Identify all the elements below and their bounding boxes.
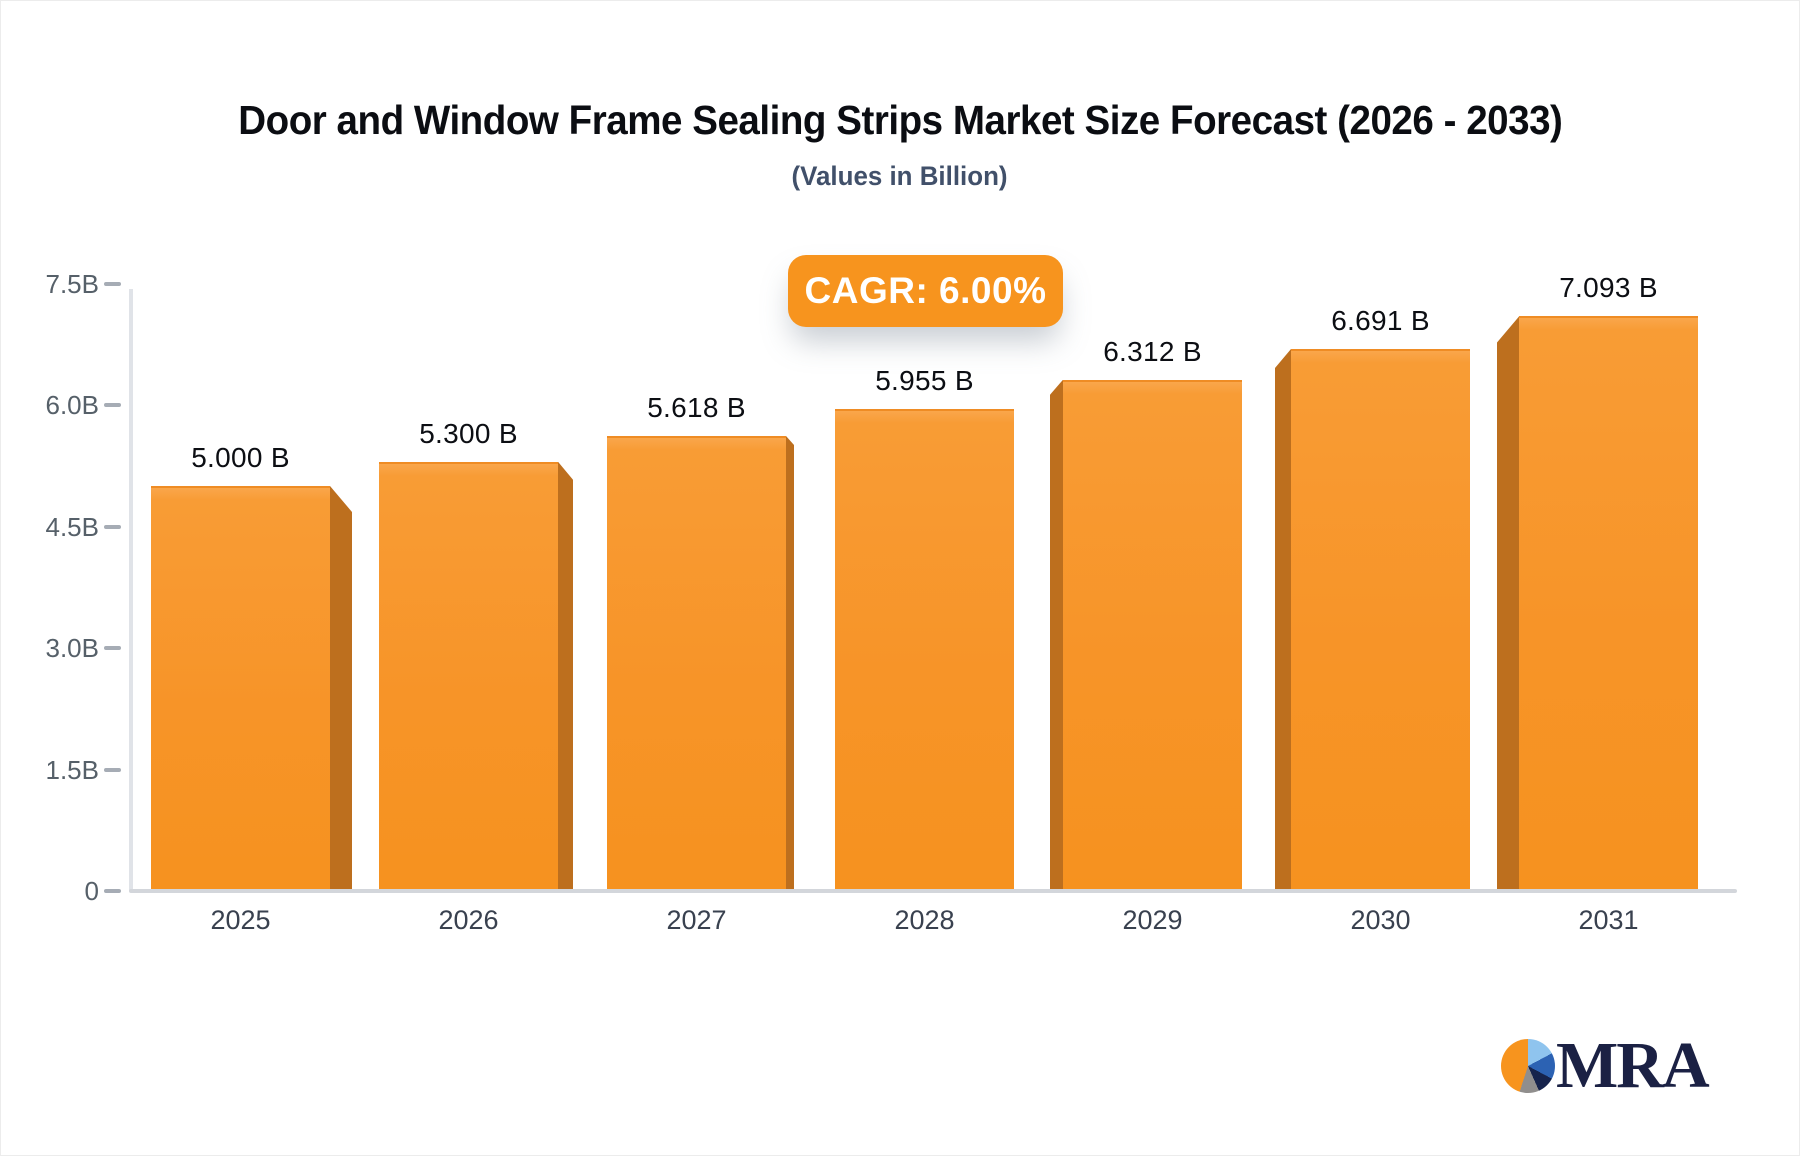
y-tick-label: 1.5B — [45, 754, 100, 785]
bar-value-label: 5.618 B — [647, 391, 746, 423]
y-tick-label: 6.0B — [45, 390, 100, 420]
bar-3d-side — [558, 461, 573, 889]
y-tick-label: 0 — [84, 876, 99, 906]
bar-value-label: 6.691 B — [1331, 305, 1430, 337]
x-axis-category-label: 2026 — [438, 905, 499, 935]
y-tick-mark — [104, 889, 121, 893]
x-axis-category-label: 2029 — [1122, 905, 1183, 935]
x-axis-category-label: 2025 — [210, 905, 271, 935]
y-tick-mark — [104, 646, 121, 650]
chart-subtitle: (Values in Billion) — [791, 161, 1009, 191]
y-tick-mark — [104, 524, 121, 529]
bar — [1519, 316, 1698, 889]
x-axis-category-label: 2030 — [1350, 905, 1411, 935]
chart-title: Door and Window Frame Sealing Strips Mar… — [237, 97, 1563, 143]
y-tick-mark — [104, 767, 121, 772]
bar — [151, 486, 330, 889]
y-tick-mark — [104, 403, 121, 407]
bar-3d-side — [330, 486, 352, 889]
x-axis-category-label: 2027 — [666, 905, 727, 935]
y-tick-label: 3.0B — [45, 633, 100, 663]
bar — [835, 408, 1014, 889]
y-tick-label: 4.5B — [45, 511, 100, 542]
y-tick-mark — [104, 281, 121, 286]
cagr-badge: CAGR: 6.00% — [788, 255, 1063, 327]
bar-value-label: 6.312 B — [1103, 335, 1202, 367]
bar-3d-side — [1050, 379, 1063, 889]
bar-value-label: 5.300 B — [419, 417, 518, 449]
x-axis-category-label: 2028 — [894, 905, 955, 935]
y-tick-label: 7.5B — [45, 268, 100, 299]
bar — [1291, 349, 1470, 889]
bar-3d-side — [786, 435, 794, 889]
x-axis-baseline — [129, 889, 1737, 893]
bar — [607, 435, 786, 889]
bar-3d-side — [1275, 349, 1291, 889]
bar-value-label: 5.955 B — [875, 364, 974, 396]
bar — [379, 461, 558, 889]
bar-value-label: 5.000 B — [191, 442, 290, 473]
brand-logo-text: MRA — [1556, 1029, 1710, 1102]
x-axis-category-label: 2031 — [1578, 905, 1639, 935]
y-axis-line — [129, 289, 133, 891]
bar-value-label: 7.093 B — [1559, 272, 1658, 304]
brand-logo: MRA — [1501, 1029, 1710, 1102]
bar-3d-side — [1497, 316, 1519, 889]
bar — [1063, 379, 1242, 889]
pie-chart-logo-icon — [1501, 1039, 1555, 1093]
